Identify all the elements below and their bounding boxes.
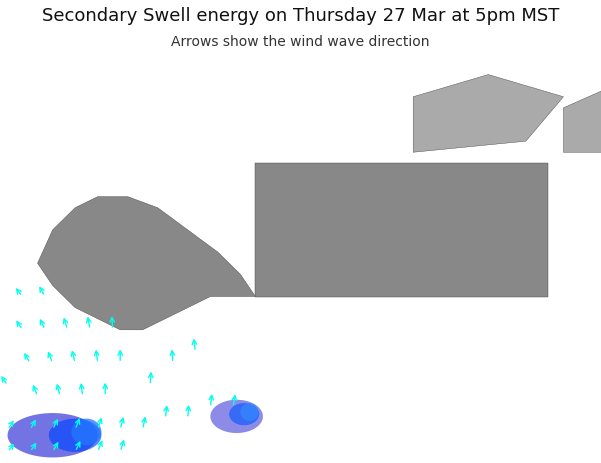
Text: Secondary Swell energy on Thursday 27 Mar at 5pm MST: Secondary Swell energy on Thursday 27 Ma… bbox=[42, 7, 559, 25]
Polygon shape bbox=[240, 403, 258, 421]
Polygon shape bbox=[229, 403, 259, 425]
Polygon shape bbox=[413, 75, 564, 153]
Polygon shape bbox=[37, 197, 255, 330]
Polygon shape bbox=[564, 75, 601, 153]
Text: Arrows show the wind wave direction: Arrows show the wind wave direction bbox=[171, 35, 430, 49]
Polygon shape bbox=[255, 164, 549, 297]
Polygon shape bbox=[210, 400, 263, 433]
Polygon shape bbox=[8, 413, 97, 457]
Polygon shape bbox=[49, 419, 102, 452]
Polygon shape bbox=[72, 419, 102, 445]
